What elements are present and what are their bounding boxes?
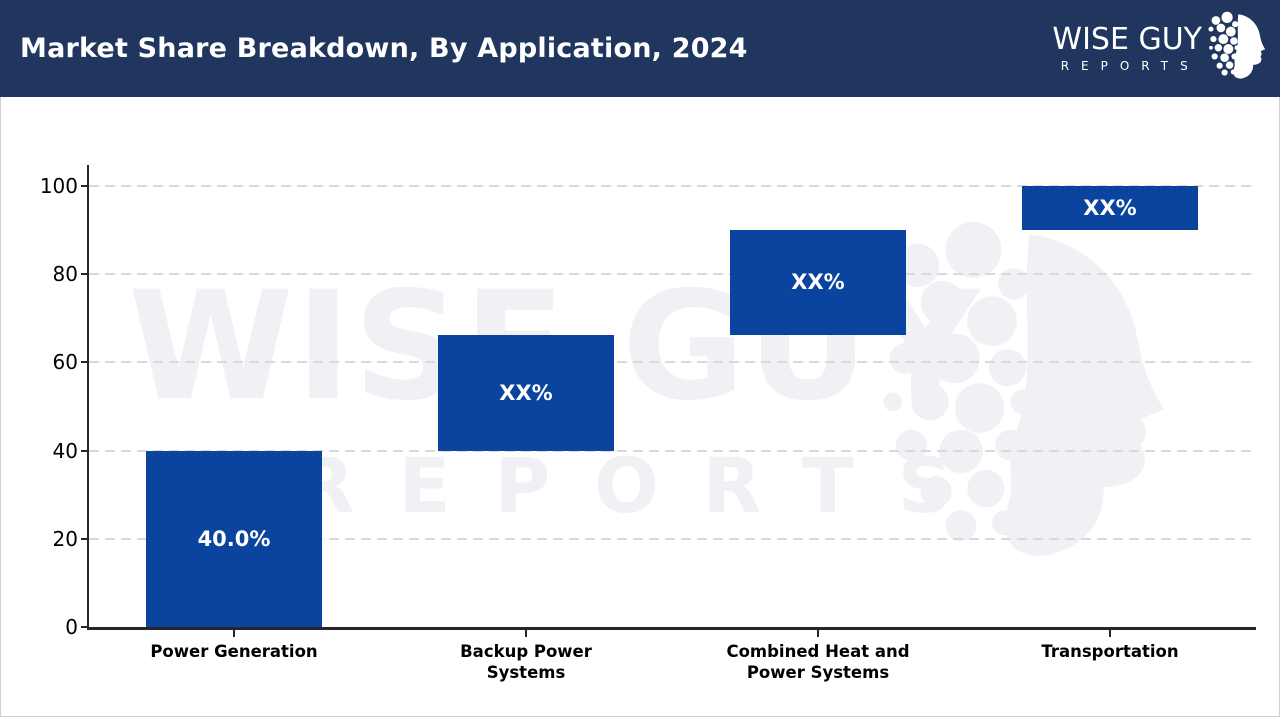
y-tick-label: 100 — [39, 174, 78, 198]
page-left-border — [0, 97, 1, 717]
brand-logo-text: WISE GUY REPORTS — [1052, 22, 1202, 73]
bar: 40.0% — [146, 450, 322, 627]
brand-head-icon — [1208, 11, 1266, 79]
y-tick-mark — [81, 626, 88, 628]
category-label: Transportation — [1041, 642, 1179, 661]
category-label: Backup Power Systems — [460, 642, 592, 683]
brand-logo: WISE GUY REPORTS — [1052, 0, 1268, 97]
bar-value-label: XX% — [499, 380, 553, 405]
brand-name: WISE GUY — [1052, 22, 1202, 57]
bar-value-label: 40.0% — [197, 526, 271, 551]
category-label: Combined Heat and Power Systems — [726, 642, 910, 683]
gridline — [89, 273, 1256, 276]
gridline — [89, 449, 1256, 452]
page-title: Market Share Breakdown, By Application, … — [20, 33, 748, 64]
category-label: Power Generation — [150, 642, 318, 661]
y-tick-mark — [81, 185, 88, 187]
y-axis — [87, 165, 89, 629]
x-tick-mark — [233, 630, 235, 637]
y-tick-mark — [81, 273, 88, 276]
y-tick-mark — [81, 361, 88, 364]
y-tick-label: 20 — [52, 526, 78, 551]
gridline — [89, 537, 1256, 540]
brand-subname: REPORTS — [1060, 59, 1200, 73]
x-tick-mark — [1109, 630, 1111, 637]
y-tick-label: 40 — [52, 438, 78, 463]
bar: XX% — [730, 230, 906, 335]
gridline — [89, 185, 1256, 187]
bar: XX% — [1022, 186, 1198, 231]
y-tick-mark — [81, 449, 88, 452]
header-bar: Market Share Breakdown, By Application, … — [0, 0, 1280, 97]
bar-value-label: XX% — [791, 270, 845, 295]
bar: XX% — [438, 334, 614, 451]
y-tick-label: 80 — [52, 262, 78, 287]
gridline — [89, 361, 1256, 364]
y-tick-label: 60 — [52, 350, 78, 375]
x-tick-mark — [817, 630, 819, 637]
bar-value-label: XX% — [1083, 196, 1137, 221]
page-bottom-border — [0, 716, 1280, 717]
y-tick-label: 0 — [65, 615, 78, 639]
x-tick-mark — [525, 630, 527, 637]
y-tick-mark — [81, 537, 88, 540]
x-axis — [87, 627, 1256, 630]
